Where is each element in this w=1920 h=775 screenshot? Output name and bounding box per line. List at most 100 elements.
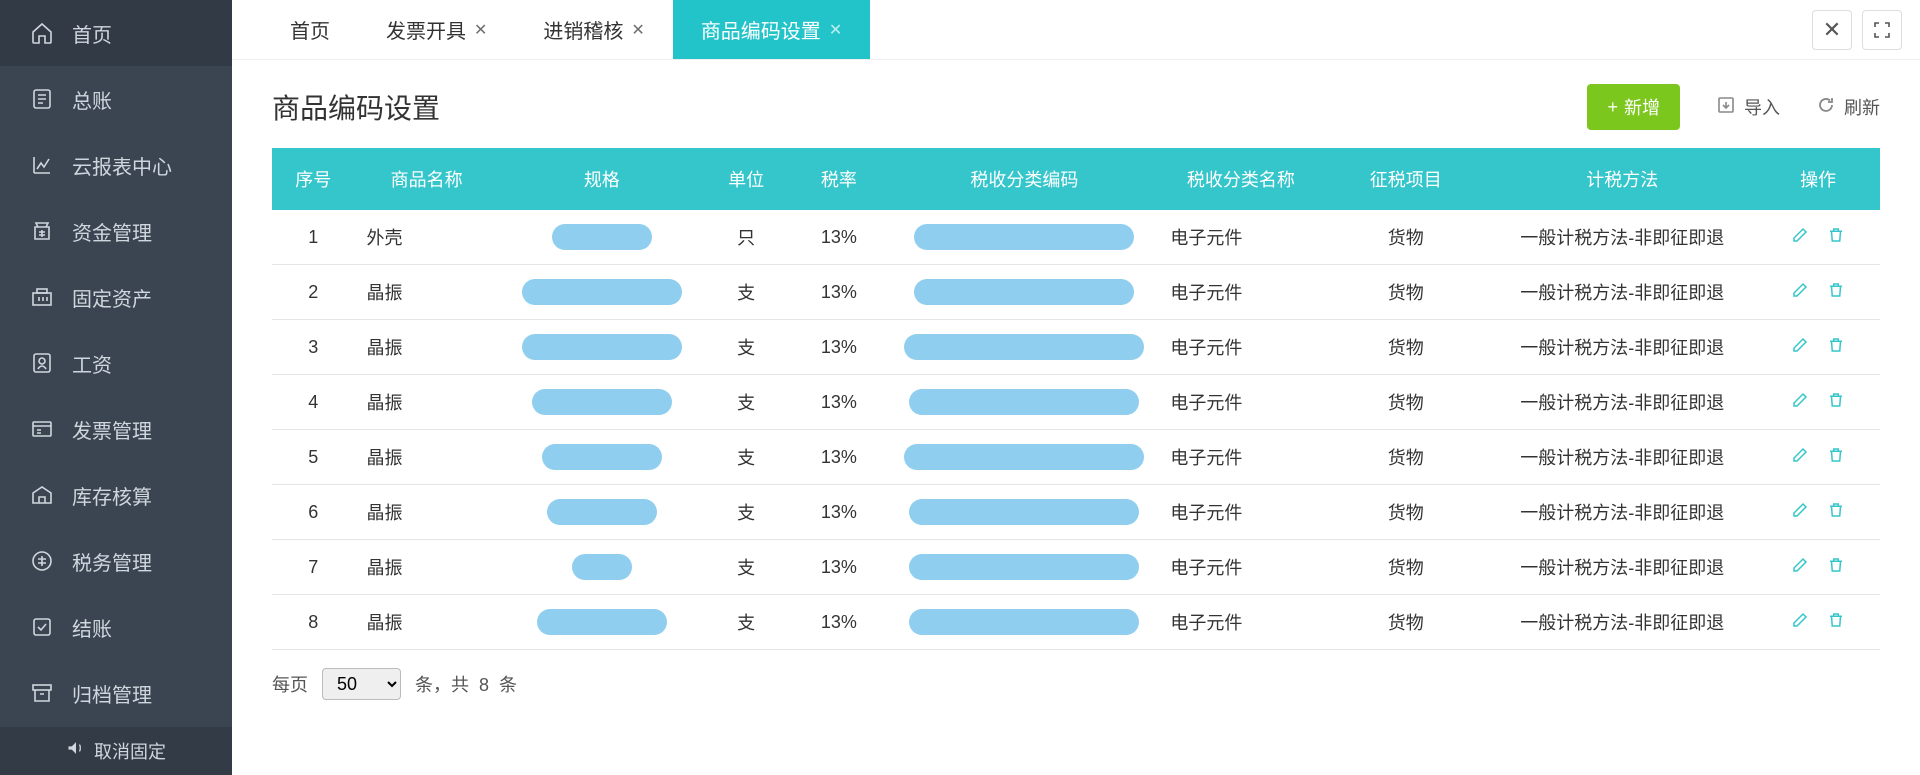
- delete-icon[interactable]: [1827, 391, 1845, 414]
- cell-ops: [1756, 485, 1880, 540]
- cell-taxcode: [890, 375, 1158, 430]
- cell-taxcat: 电子元件: [1158, 210, 1323, 265]
- sidebar-item-closing[interactable]: 结账: [0, 594, 232, 660]
- tab-label: 首页: [290, 15, 330, 44]
- edit-icon[interactable]: [1791, 281, 1809, 304]
- data-table-wrap: 序号商品名称规格单位税率税收分类编码税收分类名称征税项目计税方法操作 1外壳只1…: [232, 148, 1920, 650]
- cell-method: 一般计税方法-非即征即退: [1488, 485, 1756, 540]
- cell-taxitem: 货物: [1323, 265, 1488, 320]
- cell-name: 外壳: [354, 210, 498, 265]
- cell-seq: 7: [272, 540, 354, 595]
- tab-close-icon[interactable]: ✕: [829, 20, 842, 40]
- refresh-button[interactable]: 刷新: [1816, 94, 1880, 120]
- sidebar-item-funds[interactable]: 资金管理: [0, 198, 232, 264]
- product-code-table: 序号商品名称规格单位税率税收分类编码税收分类名称征税项目计税方法操作 1外壳只1…: [272, 148, 1880, 650]
- cell-rate: 13%: [787, 375, 890, 430]
- cell-spec: [499, 320, 705, 375]
- cell-seq: 1: [272, 210, 354, 265]
- sidebar-footer-label: 取消固定: [94, 738, 166, 764]
- cell-taxcat: 电子元件: [1158, 540, 1323, 595]
- delete-icon[interactable]: [1827, 226, 1845, 249]
- tab-首页[interactable]: 首页: [262, 0, 358, 59]
- delete-icon[interactable]: [1827, 446, 1845, 469]
- cell-taxcat: 电子元件: [1158, 485, 1323, 540]
- col-header: 单位: [705, 148, 787, 210]
- sidebar-item-report[interactable]: 云报表中心: [0, 132, 232, 198]
- cell-taxcode: [890, 320, 1158, 375]
- cell-unit: 支: [705, 595, 787, 650]
- pagination: 每页 50 条，共 8 条: [232, 650, 1920, 718]
- tab-商品编码设置[interactable]: 商品编码设置 ✕: [673, 0, 870, 59]
- table-row: 8晶振支13%电子元件货物一般计税方法-非即征即退: [272, 595, 1880, 650]
- tax-icon: [30, 549, 54, 573]
- cell-taxcat: 电子元件: [1158, 595, 1323, 650]
- edit-icon[interactable]: [1791, 446, 1809, 469]
- sidebar-item-tax[interactable]: 税务管理: [0, 528, 232, 594]
- tab-进销稽核[interactable]: 进销稽核 ✕: [515, 0, 672, 59]
- sidebar-item-label: 结账: [72, 613, 112, 642]
- closing-icon: [30, 615, 54, 639]
- sidebar-item-label: 首页: [72, 19, 112, 48]
- cell-name: 晶振: [354, 320, 498, 375]
- cell-taxitem: 货物: [1323, 485, 1488, 540]
- edit-icon[interactable]: [1791, 501, 1809, 524]
- edit-icon[interactable]: [1791, 556, 1809, 579]
- cell-spec: [499, 540, 705, 595]
- delete-icon[interactable]: [1827, 611, 1845, 634]
- sidebar-item-archive[interactable]: 归档管理: [0, 660, 232, 726]
- cell-rate: 13%: [787, 430, 890, 485]
- delete-icon[interactable]: [1827, 501, 1845, 524]
- cell-taxcat: 电子元件: [1158, 265, 1323, 320]
- fullscreen-button[interactable]: [1862, 10, 1902, 50]
- cell-unit: 支: [705, 320, 787, 375]
- sidebar-item-ledger[interactable]: 总账: [0, 66, 232, 132]
- edit-icon[interactable]: [1791, 336, 1809, 359]
- sidebar-item-home[interactable]: 首页: [0, 0, 232, 66]
- tab-发票开具[interactable]: 发票开具 ✕: [358, 0, 515, 59]
- col-header: 商品名称: [354, 148, 498, 210]
- cell-ops: [1756, 430, 1880, 485]
- add-button[interactable]: + 新增: [1587, 84, 1680, 130]
- stock-icon: [30, 483, 54, 507]
- edit-icon[interactable]: [1791, 391, 1809, 414]
- close-window-button[interactable]: ✕: [1812, 10, 1852, 50]
- sidebar-item-salary[interactable]: 工资: [0, 330, 232, 396]
- delete-icon[interactable]: [1827, 336, 1845, 359]
- tab-close-icon[interactable]: ✕: [474, 20, 487, 40]
- cell-taxitem: 货物: [1323, 430, 1488, 485]
- cell-unit: 支: [705, 430, 787, 485]
- cell-unit: 支: [705, 375, 787, 430]
- tab-label: 发票开具: [386, 15, 466, 44]
- main-content: ✕ 首页发票开具 ✕进销稽核 ✕商品编码设置 ✕ 商品编码设置 + 新增: [232, 0, 1920, 775]
- edit-icon[interactable]: [1791, 226, 1809, 249]
- table-row: 6晶振支13%电子元件货物一般计税方法-非即征即退: [272, 485, 1880, 540]
- speaker-icon: [66, 738, 86, 763]
- tab-label: 进销稽核: [543, 15, 623, 44]
- delete-icon[interactable]: [1827, 556, 1845, 579]
- cell-name: 晶振: [354, 540, 498, 595]
- cell-taxcode: [890, 265, 1158, 320]
- sidebar-item-label: 税务管理: [72, 547, 152, 576]
- per-page-select[interactable]: 50: [322, 668, 401, 700]
- archive-icon: [30, 681, 54, 705]
- import-label: 导入: [1744, 94, 1780, 120]
- sidebar-item-assets[interactable]: 固定资产: [0, 264, 232, 330]
- sidebar-item-invoice[interactable]: 发票管理: [0, 396, 232, 462]
- cell-seq: 5: [272, 430, 354, 485]
- tab-bar: 首页发票开具 ✕进销稽核 ✕商品编码设置 ✕: [232, 0, 1920, 60]
- cell-name: 晶振: [354, 595, 498, 650]
- cell-taxitem: 货物: [1323, 320, 1488, 375]
- import-button[interactable]: 导入: [1716, 94, 1780, 120]
- col-header: 规格: [499, 148, 705, 210]
- sidebar-item-label: 云报表中心: [72, 151, 172, 180]
- edit-icon[interactable]: [1791, 611, 1809, 634]
- sidebar-unpin[interactable]: 取消固定: [0, 727, 232, 775]
- import-icon: [1716, 95, 1736, 120]
- delete-icon[interactable]: [1827, 281, 1845, 304]
- plus-icon: +: [1607, 97, 1618, 118]
- cell-taxitem: 货物: [1323, 210, 1488, 265]
- cell-method: 一般计税方法-非即征即退: [1488, 430, 1756, 485]
- cell-seq: 2: [272, 265, 354, 320]
- tab-close-icon[interactable]: ✕: [631, 20, 644, 40]
- sidebar-item-stock[interactable]: 库存核算: [0, 462, 232, 528]
